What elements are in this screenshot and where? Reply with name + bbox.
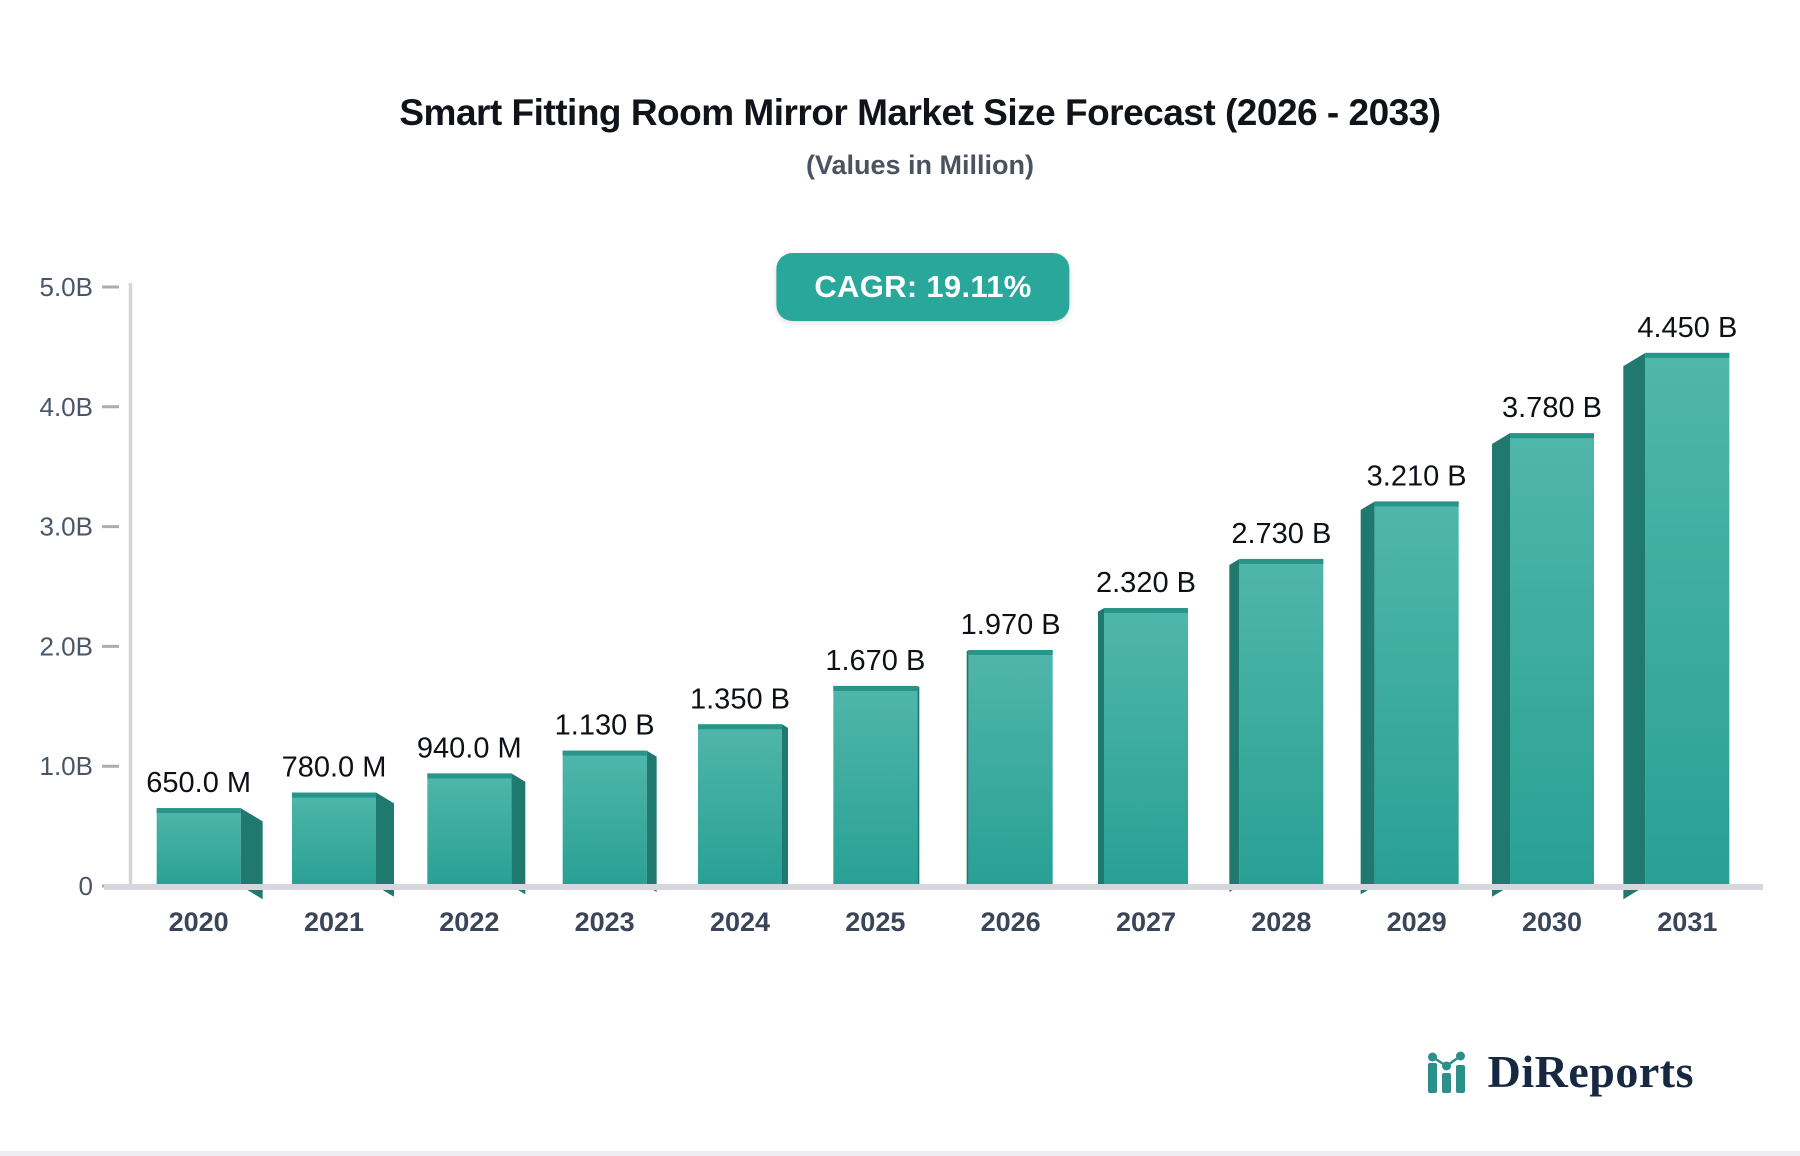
bar-side-face [1623, 352, 1646, 900]
bar-value-label: 3.780 B [1502, 392, 1602, 424]
bar [833, 685, 918, 886]
x-category-label: 2022 [439, 907, 499, 937]
x-category-label: 2031 [1657, 907, 1717, 937]
y-tick-label: 5.0B [40, 272, 94, 302]
bar [562, 750, 647, 886]
x-category-label: 2025 [845, 907, 905, 937]
bar-value-label: 940.0 M [417, 732, 522, 764]
bar [968, 649, 1053, 886]
bar-top-face [292, 792, 376, 798]
bar [1645, 352, 1730, 886]
x-category-label: 2028 [1251, 907, 1311, 937]
x-category-label: 2030 [1522, 907, 1582, 937]
x-category-label: 2027 [1116, 907, 1176, 937]
bar-chart-logo-icon [1427, 1051, 1465, 1093]
y-tick-label: 0 [79, 871, 93, 901]
bar-value-label: 3.210 B [1367, 460, 1467, 492]
bar-value-label: 1.970 B [961, 609, 1061, 641]
bar-top-face [1239, 558, 1324, 564]
bar-side-face [646, 750, 657, 892]
bar-side-face [782, 724, 788, 890]
bar [156, 808, 241, 886]
y-tick-label: 1.0B [40, 751, 94, 781]
cagr-badge: CAGR: 19.11% [776, 253, 1070, 321]
x-category-label: 2029 [1387, 907, 1447, 937]
bar-side-face [376, 792, 394, 897]
chart-header: Smart Fitting Room Mirror Market Size Fo… [20, 92, 1800, 181]
bar-side-face [1098, 608, 1104, 890]
bar-value-label: 4.450 B [1637, 312, 1737, 344]
y-tick-label: 3.0B [40, 512, 94, 542]
bar-top-face [1104, 608, 1188, 614]
brand-logo: DiReports [1426, 1045, 1694, 1098]
bar-side-face [1360, 501, 1375, 895]
x-category-label: 2020 [169, 907, 229, 937]
bar-side-face [1492, 433, 1510, 897]
bar [1104, 608, 1188, 886]
bar-value-label: 1.670 B [825, 645, 925, 677]
bar-top-face [698, 724, 782, 730]
bar-top-face [968, 649, 1053, 655]
bar-top-face [562, 750, 647, 756]
chart-subtitle: (Values in Million) [805, 150, 1035, 180]
bar-value-label: 780.0 M [282, 752, 387, 784]
bar-side-face [240, 808, 263, 900]
bar-side-face [511, 773, 526, 895]
bar-top-face [1645, 352, 1730, 358]
bar-value-label: 1.350 B [690, 683, 790, 715]
y-tick-label: 4.0B [40, 392, 94, 422]
x-category-label: 2021 [304, 907, 364, 937]
bar-value-label: 650.0 M [146, 767, 251, 799]
page-title: Smart Fitting Room Mirror Market Size Fo… [399, 92, 1441, 133]
x-category-label: 2026 [981, 907, 1041, 937]
bar-top-face [1510, 433, 1594, 439]
bar [292, 792, 376, 886]
bar [1374, 501, 1459, 886]
bar-side-face [1229, 558, 1240, 892]
bar-side-face [917, 685, 920, 888]
x-category-label: 2023 [575, 907, 635, 937]
bar-top-face [833, 685, 918, 691]
bar-value-label: 1.130 B [555, 710, 655, 742]
bar-top-face [1374, 501, 1459, 507]
y-tick-label: 2.0B [40, 631, 94, 661]
bar-value-label: 2.320 B [1096, 567, 1196, 599]
bar [698, 724, 782, 886]
bar [1510, 433, 1594, 886]
bar-value-label: 2.730 B [1231, 518, 1331, 550]
bar-top-face [156, 808, 241, 814]
page-bottom-edge [0, 1151, 1800, 1156]
brand-name: DiReports [1487, 1046, 1694, 1097]
bar-side-face [966, 649, 969, 888]
bar [1239, 558, 1324, 886]
bar [427, 773, 512, 886]
x-category-label: 2024 [710, 907, 770, 937]
bar-top-face [427, 773, 512, 779]
